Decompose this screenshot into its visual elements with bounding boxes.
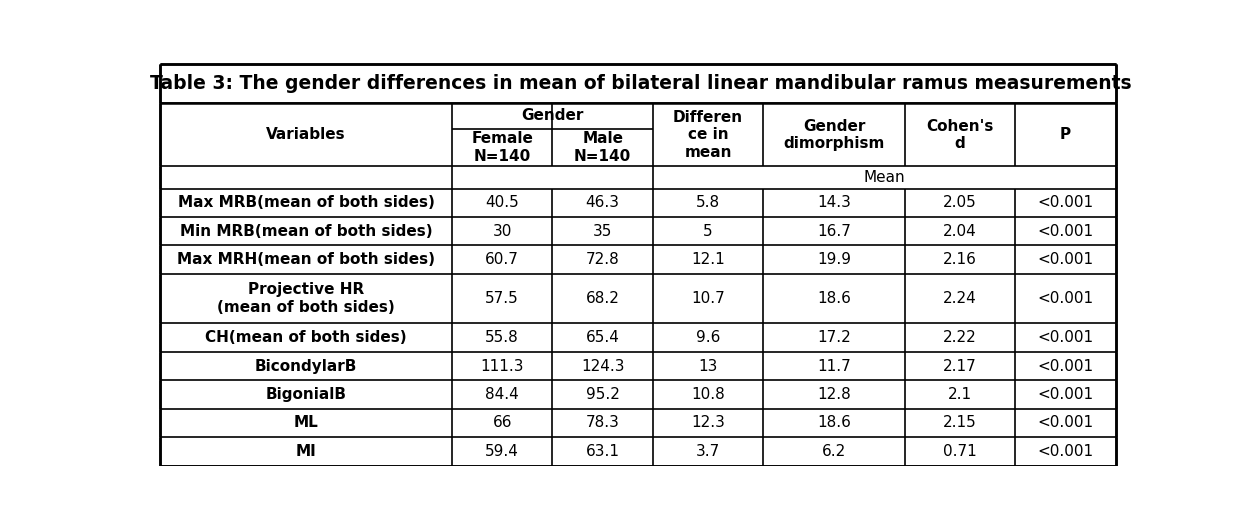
Text: <0.001: <0.001 xyxy=(1037,252,1094,267)
Text: 0.71: 0.71 xyxy=(943,444,977,459)
Text: 60.7: 60.7 xyxy=(486,252,519,267)
Text: 3.7: 3.7 xyxy=(696,444,720,459)
Bar xyxy=(160,64,1115,103)
Text: 35: 35 xyxy=(592,224,612,239)
Text: <0.001: <0.001 xyxy=(1037,416,1094,430)
Text: P: P xyxy=(1061,127,1072,142)
Text: Max MRB(mean of both sides): Max MRB(mean of both sides) xyxy=(178,195,435,210)
Text: <0.001: <0.001 xyxy=(1037,291,1094,306)
Text: CH(mean of both sides): CH(mean of both sides) xyxy=(205,330,407,345)
Text: 59.4: 59.4 xyxy=(486,444,519,459)
Text: Min MRB(mean of both sides): Min MRB(mean of both sides) xyxy=(180,224,432,239)
Text: 65.4: 65.4 xyxy=(586,330,620,345)
Text: 18.6: 18.6 xyxy=(817,291,851,306)
Text: 2.1: 2.1 xyxy=(948,387,972,402)
Text: BigonialB: BigonialB xyxy=(266,387,347,402)
Text: Variables: Variables xyxy=(266,127,345,142)
Text: BicondylarB: BicondylarB xyxy=(255,358,358,374)
Text: Male
N=140: Male N=140 xyxy=(574,132,631,164)
Text: MI: MI xyxy=(296,444,317,459)
Text: Gender
dimorphism: Gender dimorphism xyxy=(784,118,884,151)
Text: 11.7: 11.7 xyxy=(817,358,851,374)
Text: 124.3: 124.3 xyxy=(581,358,625,374)
Text: ML: ML xyxy=(293,416,318,430)
Text: <0.001: <0.001 xyxy=(1037,224,1094,239)
Text: <0.001: <0.001 xyxy=(1037,330,1094,345)
Text: 13: 13 xyxy=(698,358,718,374)
Text: 66: 66 xyxy=(493,416,512,430)
Text: 12.1: 12.1 xyxy=(692,252,725,267)
Text: Differen
ce in
mean: Differen ce in mean xyxy=(673,110,743,160)
Text: 30: 30 xyxy=(493,224,512,239)
Text: 72.8: 72.8 xyxy=(586,252,620,267)
Text: Cohen's
d: Cohen's d xyxy=(927,118,994,151)
Text: 19.9: 19.9 xyxy=(817,252,851,267)
Text: 55.8: 55.8 xyxy=(486,330,519,345)
Text: 2.24: 2.24 xyxy=(943,291,977,306)
Text: Mean: Mean xyxy=(863,170,905,185)
Text: 14.3: 14.3 xyxy=(817,195,851,210)
Text: 46.3: 46.3 xyxy=(586,195,620,210)
Text: <0.001: <0.001 xyxy=(1037,358,1094,374)
Text: 2.05: 2.05 xyxy=(943,195,977,210)
Text: 2.15: 2.15 xyxy=(943,416,977,430)
Text: Table 3: The gender differences in mean of bilateral linear mandibular ramus mea: Table 3: The gender differences in mean … xyxy=(149,74,1131,93)
Text: 12.3: 12.3 xyxy=(692,416,725,430)
Text: 63.1: 63.1 xyxy=(586,444,620,459)
Text: 16.7: 16.7 xyxy=(817,224,851,239)
Text: 68.2: 68.2 xyxy=(586,291,620,306)
Text: 111.3: 111.3 xyxy=(481,358,524,374)
Text: 2.17: 2.17 xyxy=(943,358,977,374)
Text: 5: 5 xyxy=(703,224,713,239)
Text: <0.001: <0.001 xyxy=(1037,195,1094,210)
Text: 84.4: 84.4 xyxy=(486,387,519,402)
Text: Projective HR
(mean of both sides): Projective HR (mean of both sides) xyxy=(217,282,395,315)
Text: 5.8: 5.8 xyxy=(696,195,720,210)
Text: <0.001: <0.001 xyxy=(1037,444,1094,459)
Text: 10.8: 10.8 xyxy=(692,387,725,402)
Text: <0.001: <0.001 xyxy=(1037,387,1094,402)
Text: 2.04: 2.04 xyxy=(943,224,977,239)
Text: Gender: Gender xyxy=(522,108,584,123)
Text: 18.6: 18.6 xyxy=(817,416,851,430)
Text: 2.22: 2.22 xyxy=(943,330,977,345)
Text: 17.2: 17.2 xyxy=(817,330,851,345)
Text: 78.3: 78.3 xyxy=(586,416,620,430)
Text: 6.2: 6.2 xyxy=(822,444,846,459)
Text: Female
N=140: Female N=140 xyxy=(471,132,533,164)
Text: 12.8: 12.8 xyxy=(817,387,851,402)
Text: Max MRH(mean of both sides): Max MRH(mean of both sides) xyxy=(178,252,435,267)
Text: 2.16: 2.16 xyxy=(943,252,977,267)
Text: 10.7: 10.7 xyxy=(692,291,725,306)
Text: 95.2: 95.2 xyxy=(586,387,620,402)
Text: 40.5: 40.5 xyxy=(486,195,519,210)
Text: 9.6: 9.6 xyxy=(696,330,720,345)
Text: 57.5: 57.5 xyxy=(486,291,519,306)
